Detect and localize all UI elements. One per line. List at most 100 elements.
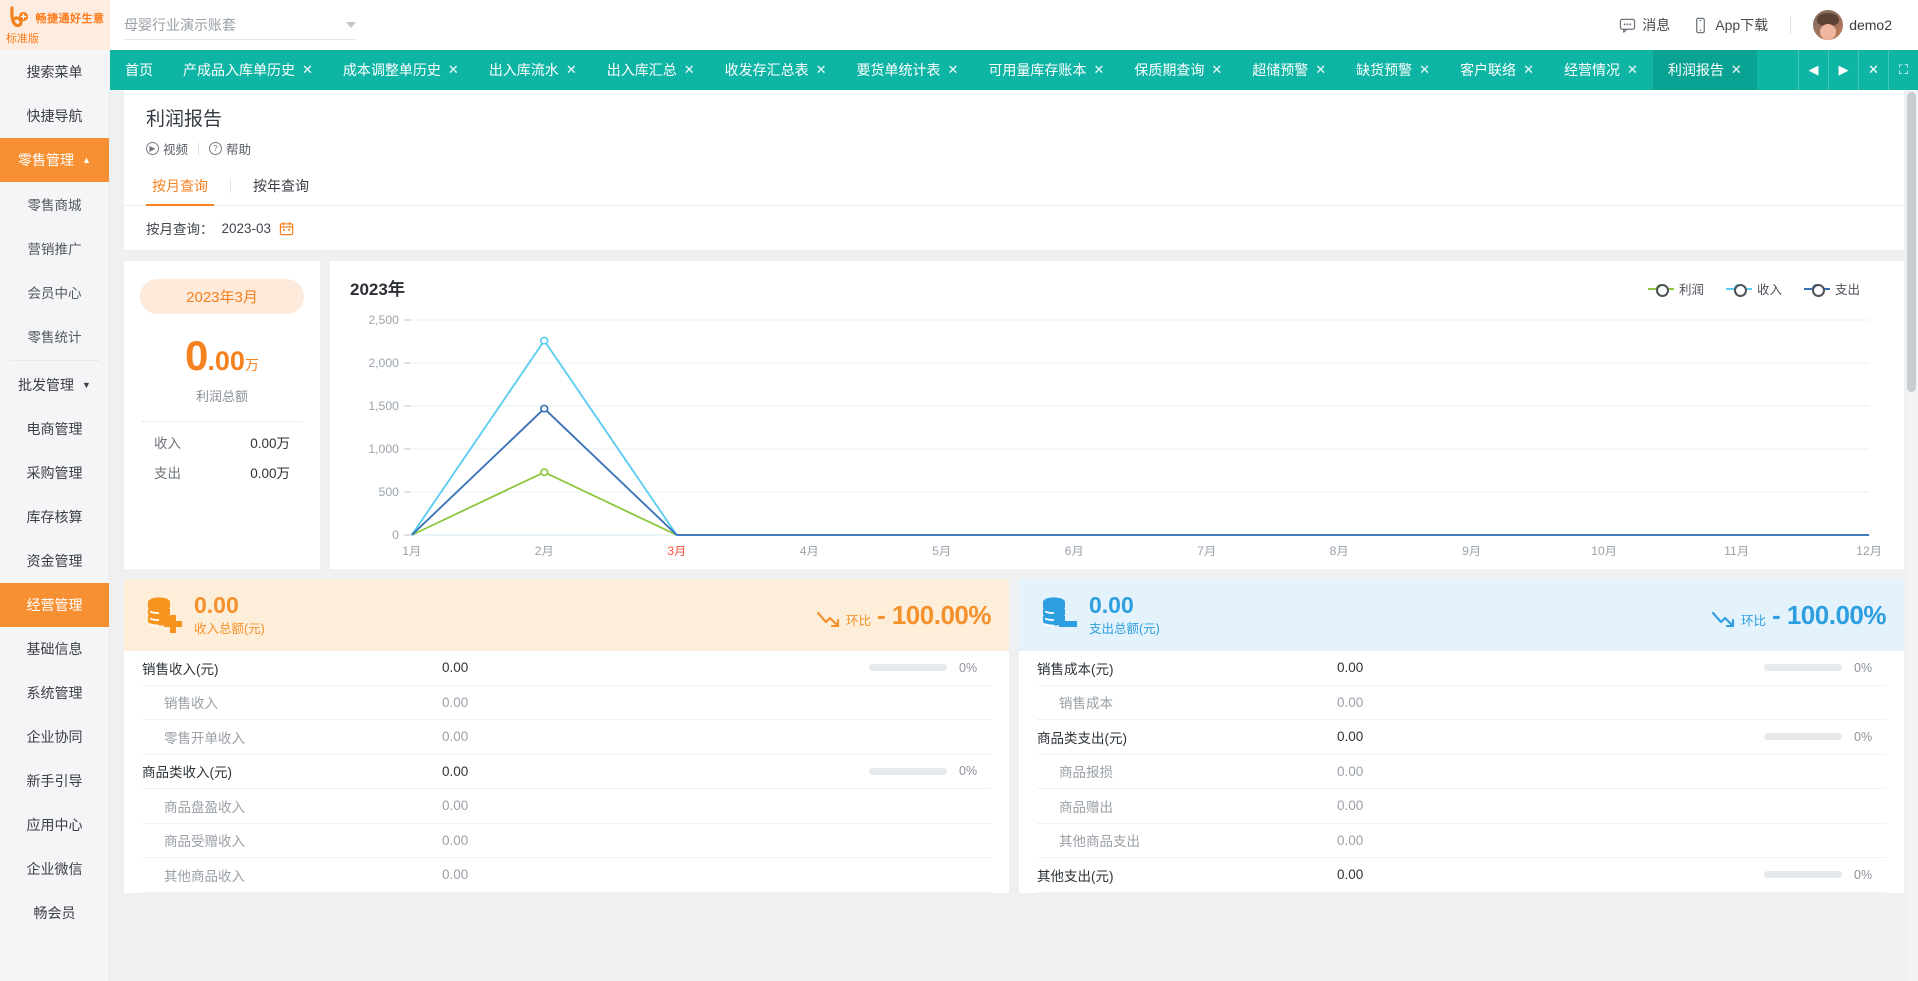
expense-row-value: 0.00	[1337, 867, 1364, 883]
tab-close-icon[interactable]: ✕	[683, 62, 695, 77]
tab-close-icon[interactable]: ✕	[1523, 62, 1534, 77]
expense-total-block: 0.00 支出总额(元)	[1089, 593, 1160, 637]
table-row: 其他支出(元) 0.00 0%	[1037, 858, 1886, 893]
tab-12[interactable]: 经营情况 ✕	[1549, 50, 1653, 90]
sidebar-item-10[interactable]: 库存核算	[0, 495, 109, 539]
sidebar-item-label: 资金管理	[26, 553, 83, 569]
income-trend-block: 环比 - 100.00%	[816, 600, 992, 631]
tab-2[interactable]: 成本调整单历史 ✕	[328, 50, 474, 90]
sidebar-item-12[interactable]: 经营管理	[0, 583, 109, 627]
account-select[interactable]: 母婴行业演示账套	[124, 10, 356, 40]
legend-item-2[interactable]: 支出	[1803, 279, 1860, 298]
income-row-label: 零售开单收入	[164, 730, 245, 746]
sidebar-item-label: 企业协同	[26, 729, 83, 745]
calendar-icon[interactable]	[279, 221, 294, 236]
tab-11[interactable]: 客户联络 ✕	[1445, 50, 1549, 90]
tab-monthly-query[interactable]: 按月查询	[146, 166, 214, 206]
tab-close-icon[interactable]: ✕	[947, 62, 959, 77]
content-scrollbar[interactable]	[1907, 90, 1916, 981]
tab-3[interactable]: 出入库流水 ✕	[474, 50, 592, 90]
profit-summary-card: 2023年3月 0.00万 利润总额 收入 0.00万 支出	[124, 261, 320, 569]
sidebar-item-17[interactable]: 应用中心	[0, 803, 109, 847]
messages-button[interactable]: 消息	[1619, 15, 1670, 35]
sidebar-item-0[interactable]: 搜索菜单	[0, 50, 109, 94]
expense-row-label: 其他商品支出	[1059, 834, 1140, 850]
tab-close-icon[interactable]: ✕	[815, 62, 827, 77]
tab-0[interactable]: 首页	[110, 50, 168, 90]
help-link[interactable]: ? 帮助	[209, 139, 251, 158]
table-row: 商品受赠收入 0.00	[142, 824, 991, 859]
user-menu[interactable]: demo2	[1813, 10, 1892, 40]
tab-1[interactable]: 产成品入库单历史 ✕	[168, 50, 328, 90]
brand-logo[interactable]: 畅捷通好生意 标准版	[0, 0, 110, 50]
income-row-value: 0.00	[442, 798, 469, 814]
content-scrollbar-track[interactable]	[1907, 90, 1918, 981]
sidebar-item-11[interactable]: 资金管理	[0, 539, 109, 583]
tab-label: 要货单统计表	[856, 62, 941, 78]
legend-item-0[interactable]: 利润	[1647, 279, 1704, 298]
income-row-value: 0.00	[442, 729, 469, 745]
sidebar-item-19[interactable]: 畅会员	[0, 891, 109, 935]
sidebar-item-3[interactable]: 零售商城	[0, 182, 109, 226]
tab-6[interactable]: 要货单统计表 ✕	[842, 50, 974, 90]
tab-close-all-icon[interactable]: ✕	[1858, 50, 1888, 90]
legend-item-1[interactable]: 收入	[1725, 279, 1782, 298]
expense-panel-header: 0.00 支出总额(元)	[1019, 579, 1904, 652]
tab-7[interactable]: 可用量库存账本 ✕	[973, 50, 1119, 90]
tab-close-icon[interactable]: ✕	[1419, 62, 1431, 77]
expense-total-label: 支出总额(元)	[1089, 622, 1160, 637]
sidebar-item-1[interactable]: 快捷导航	[0, 94, 109, 138]
tab-label: 出入库汇总	[606, 62, 677, 78]
tab-close-icon[interactable]: ✕	[1730, 62, 1742, 77]
income-row-value: 0.00	[442, 832, 469, 848]
tab-13[interactable]: 利润报告 ✕	[1652, 50, 1757, 90]
tab-close-icon[interactable]: ✕	[447, 62, 459, 77]
tab-4[interactable]: 出入库汇总 ✕	[592, 50, 710, 90]
svg-text:1,000: 1,000	[368, 442, 399, 456]
sub-tab-divider	[230, 178, 231, 193]
tab-5[interactable]: 收发存汇总表 ✕	[710, 50, 842, 90]
app-download-button[interactable]: App下载	[1692, 15, 1768, 35]
expense-row-label: 商品报损	[1059, 765, 1113, 781]
sidebar-item-7[interactable]: 批发管理 ▼	[0, 363, 109, 407]
tab-9[interactable]: 超储预警 ✕	[1237, 50, 1341, 90]
tab-close-icon[interactable]: ✕	[565, 62, 577, 77]
sidebar-item-label: 零售商城	[27, 198, 82, 213]
sidebar-item-15[interactable]: 企业协同	[0, 715, 109, 759]
tab-scroll-next-icon[interactable]: ▶	[1828, 50, 1858, 90]
tab-yearly-query[interactable]: 按年查询	[253, 178, 309, 194]
video-link[interactable]: ▶ 视频	[146, 139, 188, 158]
sidebar-item-9[interactable]: 采购管理	[0, 451, 109, 495]
tab-close-icon[interactable]: ✕	[1315, 62, 1327, 77]
sidebar-item-2[interactable]: 零售管理 ▲	[0, 138, 109, 182]
income-row-value: 0.00	[442, 763, 469, 779]
tab-close-icon[interactable]: ✕	[1626, 62, 1638, 77]
sidebar-item-18[interactable]: 企业微信	[0, 847, 109, 891]
tab-close-icon[interactable]: ✕	[302, 62, 313, 77]
page-head: 利润报告 ▶ 视频 ? 帮助	[124, 90, 1904, 166]
tab-8[interactable]: 保质期查询 ✕	[1119, 50, 1237, 90]
income-total-value: 0.00	[194, 592, 239, 618]
tab-close-icon[interactable]: ✕	[1211, 62, 1223, 77]
tab-label: 超储预警	[1252, 62, 1309, 78]
sidebar-item-14[interactable]: 系统管理	[0, 671, 109, 715]
profit-total-label: 利润总额	[195, 389, 248, 404]
username-label: demo2	[1849, 17, 1892, 33]
tab-close-icon[interactable]: ✕	[1093, 62, 1105, 77]
sidebar-item-4[interactable]: 营销推广	[0, 226, 109, 270]
sidebar-item-13[interactable]: 基础信息	[0, 627, 109, 671]
profit-dec: .00	[207, 346, 245, 376]
sidebar-item-6[interactable]: 零售统计	[0, 314, 109, 358]
fullscreen-icon[interactable]: ⛶	[1888, 50, 1918, 90]
sidebar-item-8[interactable]: 电商管理	[0, 407, 109, 451]
legend-marker-icon	[1725, 283, 1752, 297]
brand-edition: 标准版	[6, 32, 39, 45]
body: 搜索菜单 快捷导航 零售管理 ▲ 零售商城营销推广 会员中心 零售统计批发管理 ▼ 电商管理 采购…	[0, 50, 1918, 981]
tab-scroll-prev-icon[interactable]: ◀	[1798, 50, 1828, 90]
tab-10[interactable]: 缺货预警 ✕	[1341, 50, 1445, 90]
scrollbar-thumb[interactable]	[1907, 92, 1916, 392]
income-row-value: 0.00	[442, 694, 469, 710]
sidebar-item-5[interactable]: 会员中心	[0, 270, 109, 314]
month-filter-value[interactable]: 2023-03	[221, 220, 272, 236]
sidebar-item-16[interactable]: 新手引导	[0, 759, 109, 803]
